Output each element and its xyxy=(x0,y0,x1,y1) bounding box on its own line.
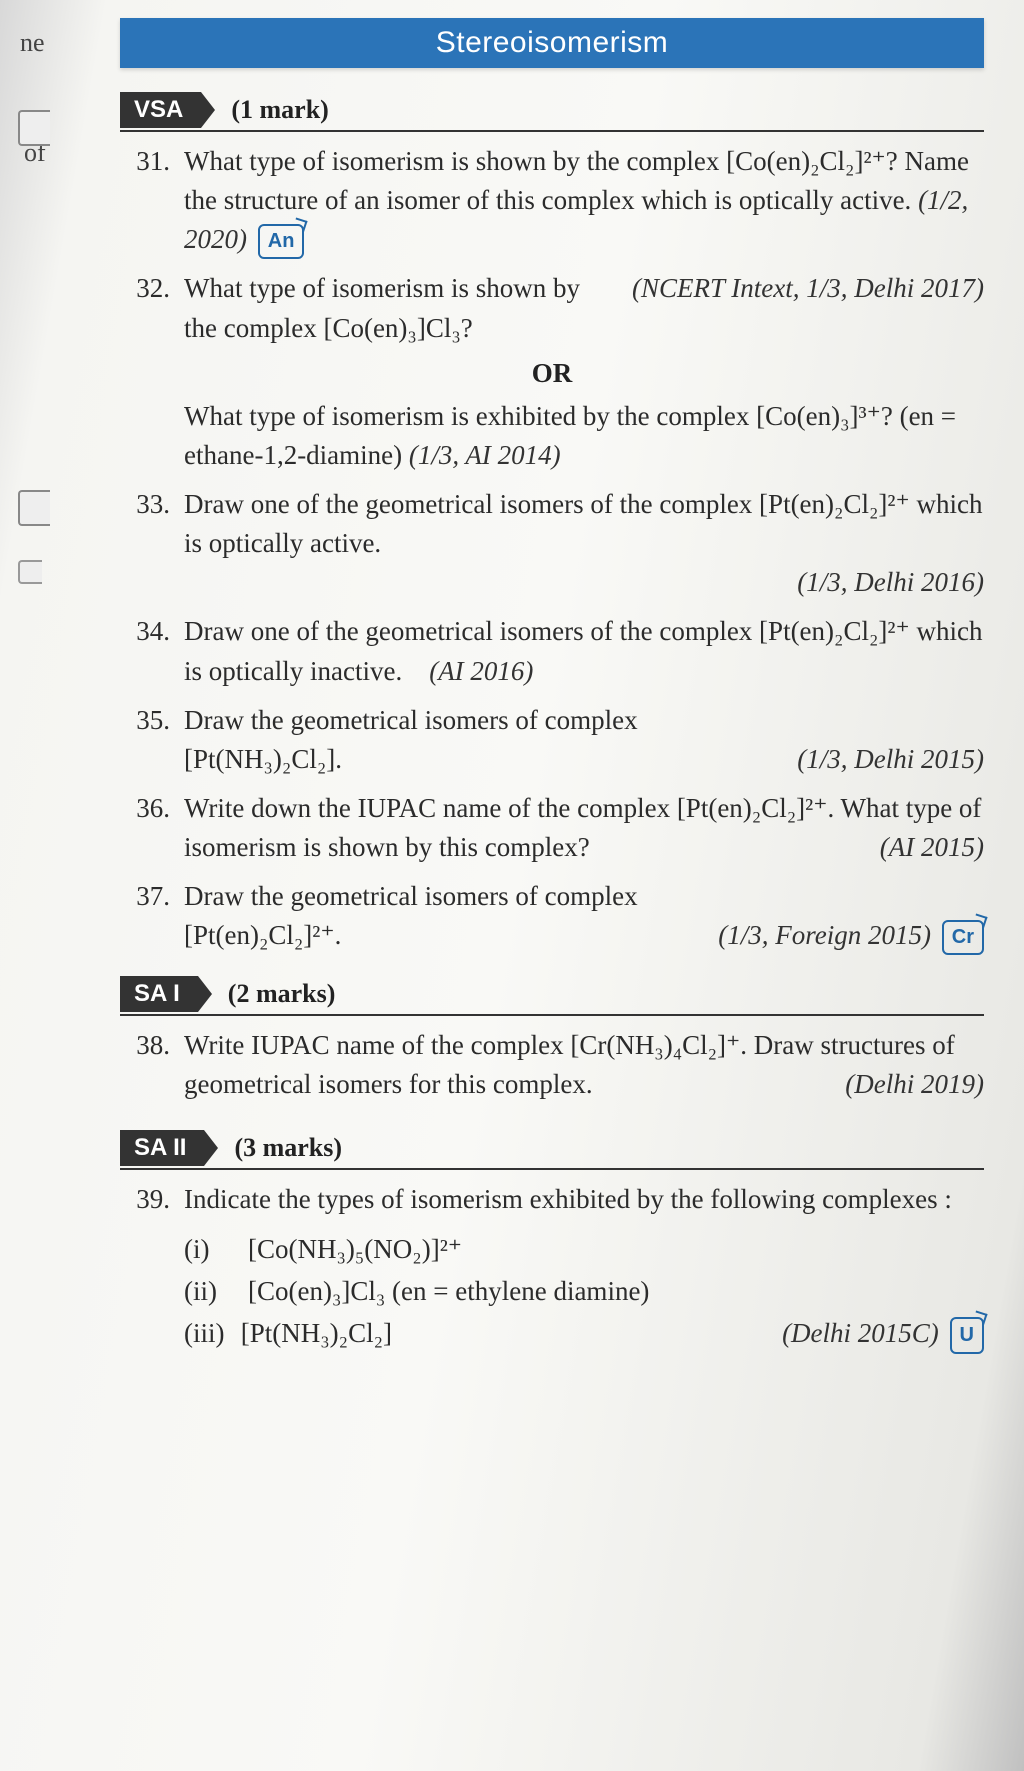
sa1-tag: SA I xyxy=(120,976,198,1012)
q37-text2: [Pt(en)₂Cl₂]²⁺. xyxy=(184,916,341,955)
q35-text2: [Pt(NH₃)₂Cl₂]. xyxy=(184,740,342,779)
side-tab-1 xyxy=(18,110,50,146)
section-title-bar: Stereoisomerism xyxy=(120,18,984,68)
q35-source: (1/3, Delhi 2015) xyxy=(797,740,984,779)
q33-source: (1/3, Delhi 2016) xyxy=(184,563,984,602)
q34-text: Draw one of the geometrical isomers of t… xyxy=(184,616,982,685)
vsa-header: VSA (1 mark) xyxy=(120,92,984,132)
q32-source: (NCERT Intext, 1/3, Delhi 2017) xyxy=(632,269,984,308)
q37-body: Draw the geometrical isomers of complex … xyxy=(184,877,984,955)
page-content: Stereoisomerism VSA (1 mark) 31. What ty… xyxy=(0,0,1024,1394)
q35-number: 35. xyxy=(120,701,170,740)
q32-alt: What type of isomerism is exhibited by t… xyxy=(184,397,984,475)
q33-body: Draw one of the geometrical isomers of t… xyxy=(184,485,984,602)
question-39: 39. Indicate the types of isomerism exhi… xyxy=(120,1180,984,1219)
q32-alt-text: What type of isomerism is exhibited by t… xyxy=(184,401,956,470)
q32-text: What type of isomerism is shown by the c… xyxy=(184,269,608,347)
q35-text1: Draw the geometrical isomers of complex xyxy=(184,701,984,740)
q39-iii: [Pt(NH₃)₂Cl₂] xyxy=(241,1318,392,1348)
q34-number: 34. xyxy=(120,612,170,651)
q38-source: (Delhi 2019) xyxy=(845,1065,984,1104)
question-36: 36. Write down the IUPAC name of the com… xyxy=(120,789,984,867)
vsa-tag: VSA xyxy=(120,92,201,128)
margin-text-1: ne xyxy=(20,28,45,58)
q34-source: (AI 2016) xyxy=(429,656,533,686)
q39-i-lbl: (i) xyxy=(184,1229,234,1271)
q39-source: (Delhi 2015C) xyxy=(782,1318,939,1348)
sa2-header: SA II (3 marks) xyxy=(120,1130,984,1170)
q32-alt-source: (1/3, AI 2014) xyxy=(409,440,561,470)
q38-number: 38. xyxy=(120,1026,170,1065)
q39-text: Indicate the types of isomerism exhibite… xyxy=(184,1180,984,1219)
question-31: 31. What type of isomerism is shown by t… xyxy=(120,142,984,259)
q39-ii: [Co(en)₃]Cl₃ (en = ethylene diamine) xyxy=(248,1271,649,1313)
question-37: 37. Draw the geometrical isomers of comp… xyxy=(120,877,984,955)
sa2-marks: (3 marks) xyxy=(234,1133,342,1163)
q38-body: Write IUPAC name of the complex [Cr(NH₃)… xyxy=(184,1026,984,1104)
sa1-header: SA I (2 marks) xyxy=(120,976,984,1016)
question-35: 35. Draw the geometrical isomers of comp… xyxy=(120,701,984,779)
q31-text: What type of isomerism is shown by the c… xyxy=(184,146,969,215)
q38-text: Write IUPAC name of the complex [Cr(NH₃)… xyxy=(184,1030,955,1099)
q34-body: Draw one of the geometrical isomers of t… xyxy=(184,612,984,690)
q39-iii-lbl: (iii) xyxy=(184,1313,234,1355)
q36-text: Write down the IUPAC name of the complex… xyxy=(184,793,981,862)
q37-number: 37. xyxy=(120,877,170,916)
vsa-marks: (1 mark) xyxy=(231,95,328,125)
q32-or: OR xyxy=(120,358,984,389)
q32-number: 32. xyxy=(120,269,170,308)
q32-body: What type of isomerism is shown by the c… xyxy=(184,269,984,347)
q37-text1: Draw the geometrical isomers of complex xyxy=(184,877,984,916)
question-34: 34. Draw one of the geometrical isomers … xyxy=(120,612,984,690)
q39-number: 39. xyxy=(120,1180,170,1219)
q39-body: Indicate the types of isomerism exhibite… xyxy=(184,1180,984,1219)
sa1-marks: (2 marks) xyxy=(228,979,336,1009)
side-tab-2 xyxy=(18,490,50,526)
q36-number: 36. xyxy=(120,789,170,828)
q33-text: Draw one of the geometrical isomers of t… xyxy=(184,485,984,563)
q35-body: Draw the geometrical isomers of complex … xyxy=(184,701,984,779)
q39-badge: U xyxy=(950,1317,984,1354)
q37-badge: Cr xyxy=(942,920,984,955)
q37-source: (1/3, Foreign 2015) xyxy=(718,920,931,950)
q39-sublist: (i) [Co(NH₃)₅(NO₂)]²⁺ (ii) [Co(en)₃]Cl₃ … xyxy=(184,1229,984,1355)
q31-badge: An xyxy=(258,224,305,259)
q36-source: (AI 2015) xyxy=(880,828,984,867)
question-38: 38. Write IUPAC name of the complex [Cr(… xyxy=(120,1026,984,1104)
q36-body: Write down the IUPAC name of the complex… xyxy=(184,789,984,867)
q39-i: [Co(NH₃)₅(NO₂)]²⁺ xyxy=(248,1229,462,1271)
side-tab-3 xyxy=(18,560,42,584)
question-32: 32. What type of isomerism is shown by t… xyxy=(120,269,984,347)
sa2-tag: SA II xyxy=(120,1130,204,1166)
q33-number: 33. xyxy=(120,485,170,524)
q31-body: What type of isomerism is shown by the c… xyxy=(184,142,984,259)
q39-ii-lbl: (ii) xyxy=(184,1271,234,1313)
question-33: 33. Draw one of the geometrical isomers … xyxy=(120,485,984,602)
q31-number: 31. xyxy=(120,142,170,181)
